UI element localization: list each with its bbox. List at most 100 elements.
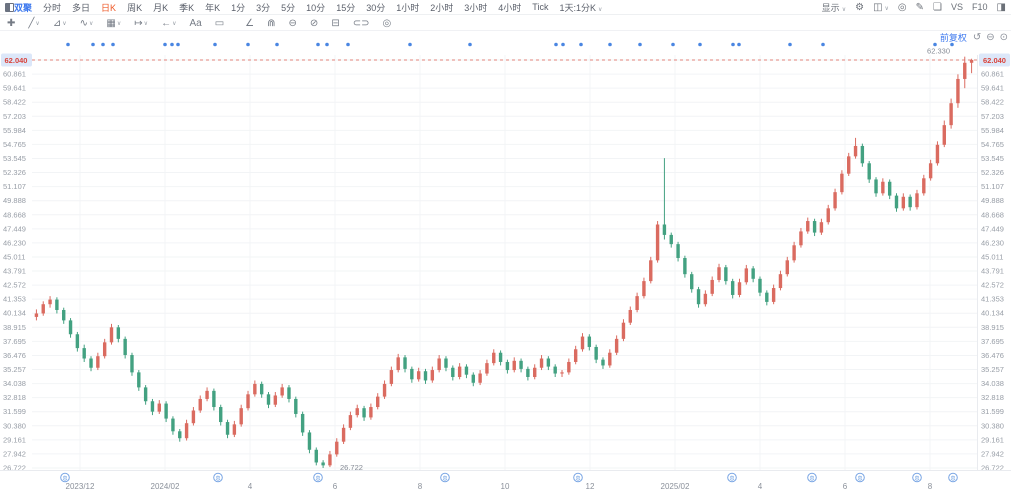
settings-icon[interactable]: ⚙ [855, 1, 865, 13]
comment-tool[interactable]: ▭ [214, 17, 225, 29]
dividend-marker-icon[interactable] [573, 472, 583, 483]
candle-body [853, 145, 858, 157]
announcement-dot-icon[interactable] [316, 42, 320, 47]
announcement-dot-icon[interactable] [275, 42, 279, 47]
announcement-dot-icon[interactable] [213, 42, 217, 47]
announcement-dot-icon[interactable] [579, 42, 583, 47]
fullscreen-icon[interactable]: ❏ [933, 1, 943, 13]
announcement-dot-icon[interactable] [737, 42, 741, 47]
candle-body [75, 334, 80, 349]
candle-body [266, 394, 271, 405]
announcement-dot-icon[interactable] [698, 42, 702, 47]
announcement-dot-icon[interactable] [561, 42, 565, 47]
announcement-dot-icon[interactable] [246, 42, 250, 47]
candle-body [89, 358, 93, 368]
f10-button[interactable]: F10 [972, 2, 988, 12]
announcement-dot-icon[interactable] [408, 42, 412, 47]
y-axis-label-right: 32.818 [981, 393, 1004, 402]
chart-layout-icon[interactable]: ◫ ∨ [873, 1, 889, 13]
dividend-marker-icon[interactable] [213, 472, 223, 483]
announcement-dot-icon[interactable] [821, 42, 825, 47]
candle-body [157, 403, 161, 412]
period-tab[interactable]: 月K [153, 2, 169, 13]
candle-body [922, 178, 926, 194]
screenshot-icon[interactable]: ◎ [897, 1, 907, 13]
period-tab[interactable]: 多日 [72, 2, 91, 13]
hide-drawings-tool[interactable]: ⊖ [288, 17, 297, 29]
wave-tool[interactable]: ∿ ∨ [79, 17, 94, 29]
announcement-dot-icon[interactable] [950, 42, 954, 47]
announcement-dot-icon[interactable] [933, 42, 937, 47]
announcement-dot-icon[interactable] [101, 42, 105, 47]
announcement-dot-icon[interactable] [66, 42, 70, 47]
period-tab[interactable]: 4小时 [498, 2, 522, 13]
lock-drawings-tool[interactable]: ⊘ [309, 17, 319, 29]
delete-drawings-tool[interactable]: ⊟ [331, 17, 340, 29]
magnet-tool[interactable]: ⋒ [267, 17, 276, 29]
side-panel-icon[interactable]: ◨ [996, 1, 1006, 13]
period-tab[interactable]: 3分 [256, 2, 271, 13]
period-tab[interactable]: 年K [205, 2, 221, 13]
y-axis-label-right: 55.984 [981, 126, 1004, 135]
period-tab[interactable]: 3小时 [464, 2, 488, 13]
period-tab[interactable]: 2小时 [430, 2, 454, 13]
zoom-out-icon[interactable]: ⊖ [986, 32, 995, 43]
period-tab[interactable]: Tick [532, 2, 549, 12]
trendline-tool[interactable]: ╱ ∨ [28, 17, 40, 29]
period-tab[interactable]: 1小时 [396, 2, 420, 13]
announcement-dot-icon[interactable] [788, 42, 792, 47]
announcement-dot-icon[interactable] [176, 42, 180, 47]
announcement-dot-icon[interactable] [325, 42, 329, 47]
announcement-dot-icon[interactable] [554, 42, 558, 47]
arrow-tool[interactable]: ← ∨ [161, 17, 177, 29]
period-tab[interactable]: 周K [127, 2, 143, 13]
announcement-dot-icon[interactable] [111, 42, 115, 47]
restore-icon[interactable]: ↺ [972, 32, 982, 43]
window-layout-icon[interactable] [5, 2, 14, 12]
gann-tool[interactable]: ▦ ∨ [106, 17, 122, 29]
period-tab[interactable]: 季K [179, 2, 195, 13]
compare-button[interactable]: VS [951, 2, 964, 12]
period-tab[interactable]: 15分 [336, 2, 356, 13]
period-tab[interactable]: 1分 [231, 2, 246, 13]
announcement-dot-icon[interactable] [468, 42, 472, 47]
period-tab[interactable]: 分时 [43, 2, 62, 13]
announcement-dot-icon[interactable] [91, 42, 95, 47]
announcement-dot-icon[interactable] [608, 42, 612, 47]
announcement-dot-icon[interactable] [346, 42, 350, 47]
adjust-mode-label[interactable]: 前复权 [939, 33, 967, 43]
period-tab[interactable]: 1天:1分K ∨ [559, 2, 603, 13]
dividend-marker-icon[interactable] [727, 472, 737, 483]
dividend-marker-icon[interactable] [60, 472, 70, 483]
dividend-marker-icon[interactable] [440, 472, 450, 483]
display-menu[interactable]: 显示 ∨ [821, 2, 847, 13]
period-tab[interactable]: 10分 [306, 2, 326, 13]
measure-tool[interactable]: ↦ ∨ [134, 17, 149, 29]
dividend-marker-icon[interactable] [912, 472, 922, 483]
visibility-tool[interactable]: ◎ [382, 17, 392, 29]
shape-tool[interactable]: ⊿ ∨ [52, 17, 67, 29]
dividend-marker-icon[interactable] [855, 472, 865, 483]
dividend-marker-icon[interactable] [313, 472, 323, 483]
cross-cursor-tool[interactable]: ✚ [7, 17, 16, 29]
announcement-dot-icon[interactable] [731, 42, 735, 47]
period-tab[interactable]: 30分 [366, 2, 386, 13]
period-tab[interactable]: 双聚 [14, 2, 33, 13]
locate-icon[interactable]: ⊙ [999, 32, 1008, 43]
period-tab[interactable]: 日K [101, 2, 117, 13]
annotate-icon[interactable]: ✎ [915, 1, 925, 13]
link-tool[interactable]: ⊂⊃ [352, 17, 370, 29]
announcement-dot-icon[interactable] [638, 42, 642, 47]
announcement-dot-icon[interactable] [170, 42, 174, 47]
period-tab[interactable]: 5分 [281, 2, 296, 13]
announcement-dot-icon[interactable] [671, 42, 675, 47]
candle-body [533, 367, 537, 377]
angle-tool[interactable]: ∠ [245, 17, 255, 29]
announcement-dot-icon[interactable] [163, 42, 167, 47]
candle-body [642, 281, 646, 297]
dividend-marker-icon[interactable] [948, 472, 958, 483]
text-tool[interactable]: Aa [189, 17, 202, 29]
dividend-marker-icon[interactable] [807, 472, 817, 483]
chevron-down-icon: ∨ [884, 5, 889, 12]
